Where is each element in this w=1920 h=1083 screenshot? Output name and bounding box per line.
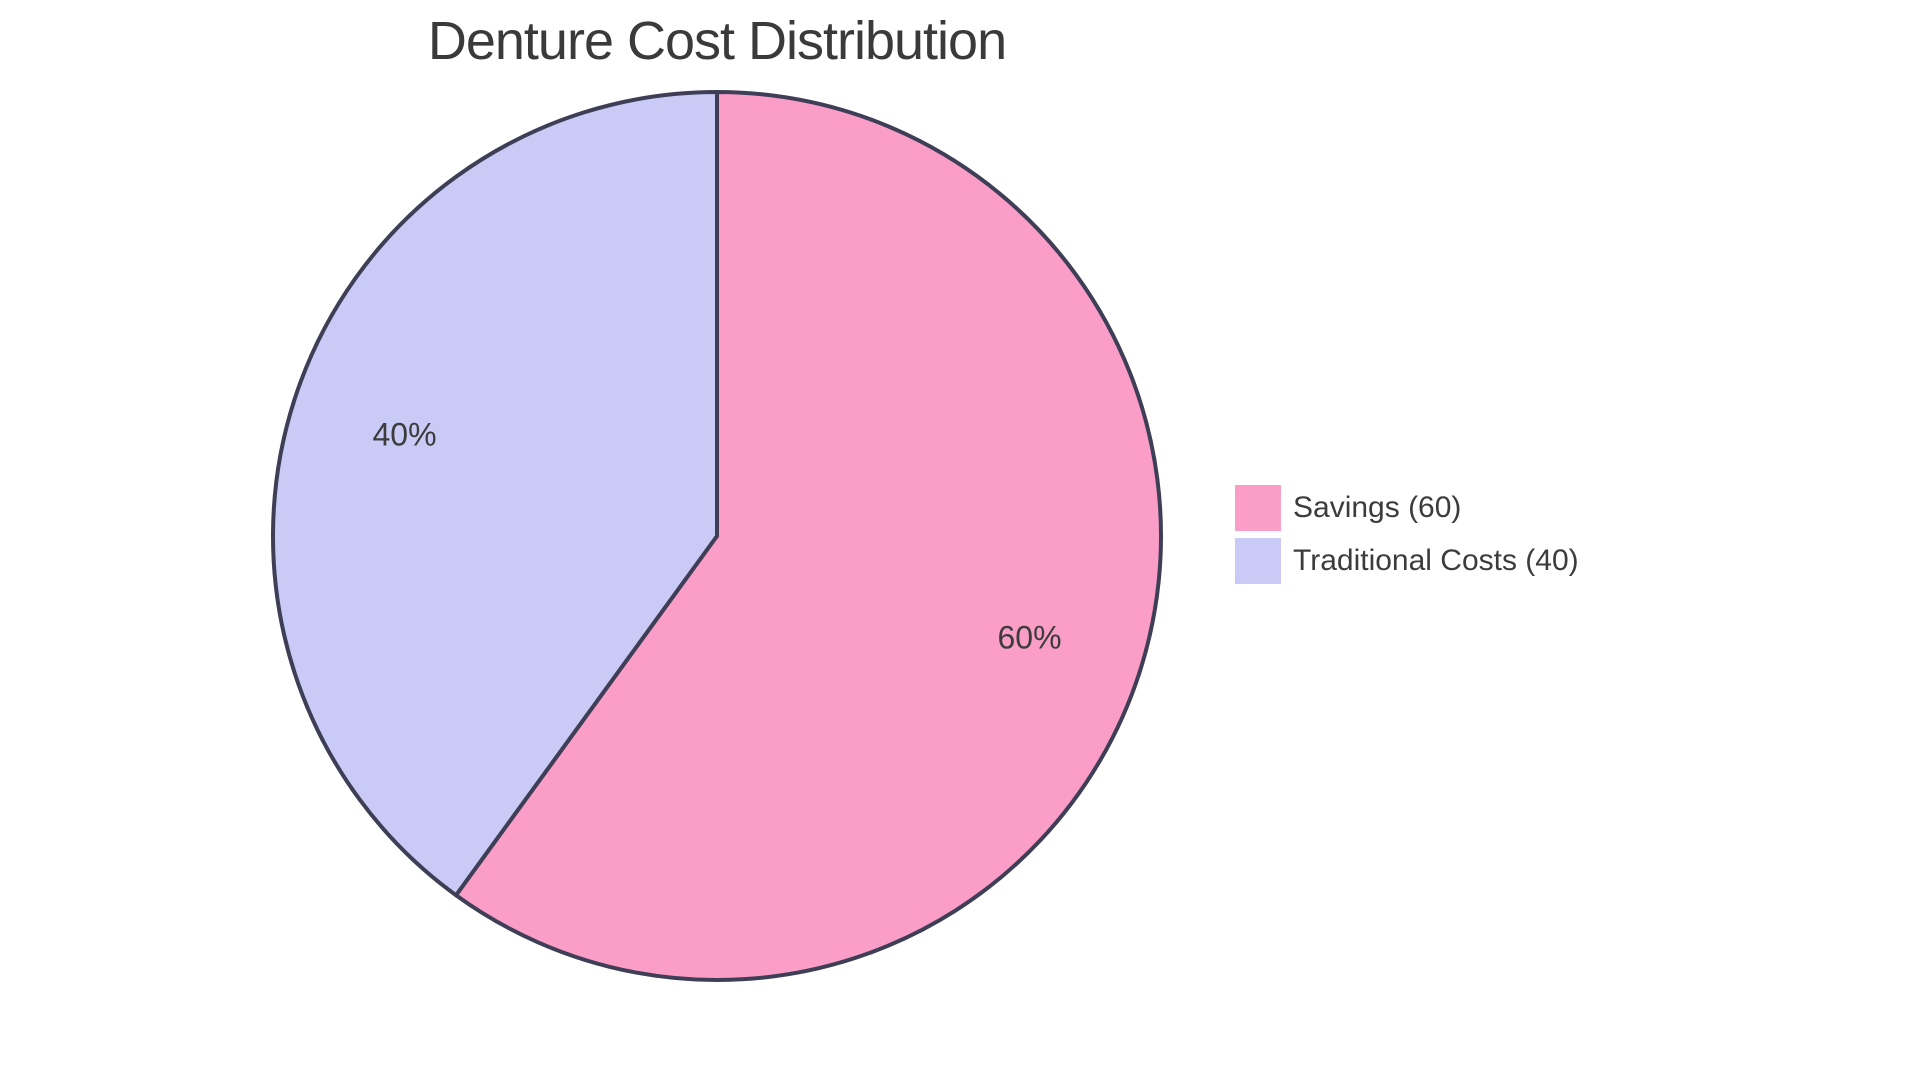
pie-percent-label-savings: 60% [997,620,1061,656]
legend-swatch-traditional-costs [1235,538,1281,584]
pie-slice-traditional-costs [271,90,719,898]
legend-label-savings: Savings (60) [1293,491,1462,524]
legend-label-traditional-costs: Traditional Costs (40) [1293,544,1579,577]
legend-item-traditional-costs: Traditional Costs (40) [1235,538,1579,584]
legend-swatch-savings [1235,485,1281,531]
legend-item-savings: Savings (60) [1235,485,1579,531]
chart-title: Denture Cost Distribution [427,11,1007,71]
pie-chart: 60% 40% [271,90,1164,982]
pie-slice-savings [454,90,1164,982]
pie-percent-label-traditional-costs: 40% [372,417,436,453]
legend: Savings (60) Traditional Costs (40) [1235,485,1579,591]
